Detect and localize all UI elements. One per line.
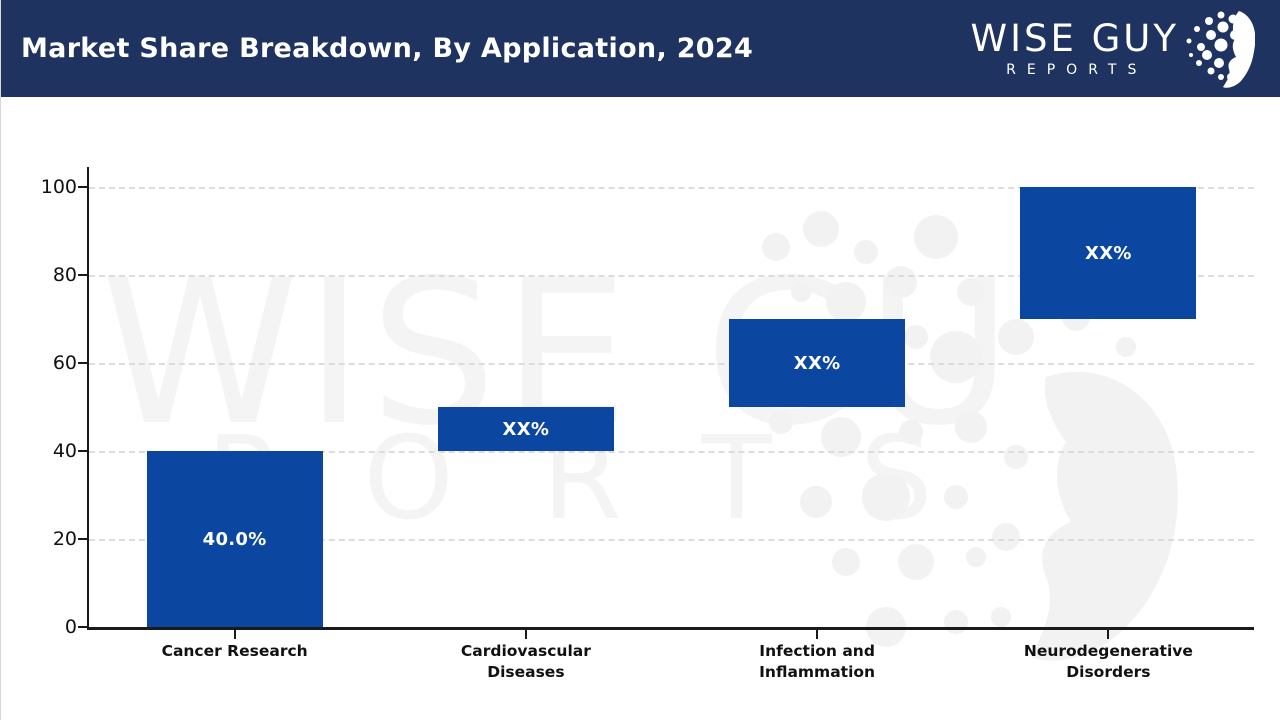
y-tick-20 <box>78 538 87 540</box>
y-tick-label-100: 100 <box>40 176 77 198</box>
bar-3: XX% <box>1020 187 1197 319</box>
bar-0: 40.0% <box>146 451 323 627</box>
x-category-line: Cardiovascular <box>460 642 591 660</box>
header-banner: Market Share Breakdown, By Application, … <box>1 0 1280 97</box>
logo-wordmark: WISE GUY <box>970 17 1179 60</box>
x-category-line: Infection and <box>759 642 875 660</box>
gridline-60 <box>89 363 1254 365</box>
y-tick-label-0: 0 <box>64 616 77 638</box>
y-tick-0 <box>78 626 87 628</box>
y-tick-label-20: 20 <box>52 528 77 550</box>
x-category-line: Neurodegenerative <box>1023 642 1193 660</box>
y-tick-label-40: 40 <box>52 440 77 462</box>
x-category-label-1: Cardiovascular Diseases <box>406 641 646 683</box>
bar-value-label-3: XX% <box>1085 242 1132 264</box>
x-tick-2 <box>816 630 819 639</box>
gridline-20 <box>89 539 1254 541</box>
y-tick-40 <box>78 450 87 452</box>
gridline-40 <box>89 451 1254 453</box>
x-category-line: Disorders <box>1066 662 1151 681</box>
x-category-line: Diseases <box>487 662 565 681</box>
gridline-80 <box>89 275 1254 277</box>
gridline-100 <box>89 187 1254 189</box>
y-tick-label-80: 80 <box>52 264 77 286</box>
bar-value-label-0: 40.0% <box>202 528 267 550</box>
bar-value-label-1: XX% <box>502 418 550 440</box>
x-category-label-0: Cancer Research <box>115 641 355 662</box>
x-category-label-2: Infection and Inflammation <box>697 641 937 683</box>
page-title: Market Share Breakdown, By Application, … <box>21 33 754 64</box>
x-axis-line <box>87 627 1254 630</box>
logo-subtitle: REPORTS <box>1006 62 1148 78</box>
x-tick-3 <box>1107 630 1110 639</box>
chart-canvas: WISE GU PORTS 40.0%XX%XX%X <box>1 97 1280 720</box>
y-axis-line <box>87 167 89 629</box>
logo-text: WISE GUY REPORTS <box>971 20 1179 77</box>
y-tick-80 <box>78 274 87 276</box>
y-tick-label-60: 60 <box>52 352 77 374</box>
x-category-label-3: Neurodegenerative Disorders <box>988 641 1228 683</box>
x-category-line: Inflammation <box>759 662 876 681</box>
x-tick-1 <box>524 630 527 639</box>
x-tick-0 <box>233 630 236 639</box>
y-tick-100 <box>78 186 87 188</box>
dotted-face-icon <box>1186 10 1255 88</box>
bar-2: XX% <box>729 319 906 407</box>
wise-guy-reports-logo: WISE GUY REPORTS <box>971 7 1255 91</box>
y-tick-60 <box>78 362 87 364</box>
bar-value-label-2: XX% <box>793 352 841 374</box>
bar-1: XX% <box>437 407 614 451</box>
x-category-line: Cancer Research <box>161 642 308 660</box>
